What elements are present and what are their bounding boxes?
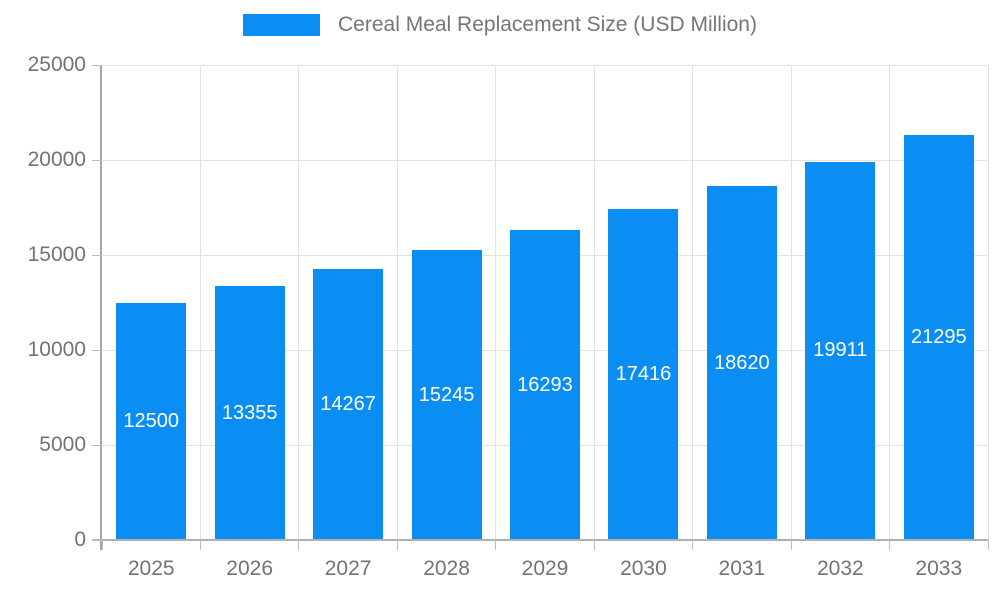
x-tick-mark: [889, 540, 891, 550]
x-tick-label: 2031: [718, 557, 766, 580]
bar-2026: 13355: [214, 286, 285, 540]
y-tick-label: 15000: [27, 243, 86, 266]
bar-value-label: 18620: [714, 351, 770, 374]
bar-2029: 16293: [510, 230, 580, 540]
bar-value-label: 16293: [517, 373, 573, 396]
bar-2028: 15245: [411, 250, 482, 540]
bar-value-label: 19911: [813, 339, 868, 362]
y-tick-mark: [92, 539, 102, 541]
legend[interactable]: Cereal Meal Replacement Size (USD Millio…: [0, 13, 1000, 37]
y-tick-label: 0: [74, 528, 86, 551]
bar-2030: 17416: [608, 209, 679, 540]
x-gridline: [987, 65, 989, 540]
x-tick-mark: [790, 540, 792, 550]
bar-value-label: 15245: [418, 383, 475, 406]
bar-value-label: 12500: [123, 409, 180, 432]
y-gridline: [102, 64, 988, 66]
y-tick-mark: [92, 254, 102, 256]
y-tick-label: 25000: [27, 53, 86, 76]
x-tick-mark: [495, 540, 497, 550]
bar-2025: 12500: [116, 302, 187, 540]
x-gridline: [790, 65, 792, 540]
x-gridline: [593, 65, 595, 540]
y-tick-mark: [92, 349, 102, 351]
y-tick-mark: [92, 159, 102, 161]
y-tick-label: 20000: [27, 148, 86, 171]
y-tick-mark: [92, 64, 102, 66]
bar-value-label: 21295: [910, 326, 967, 349]
x-tick-mark: [199, 540, 201, 550]
x-tick-mark: [396, 540, 398, 550]
x-tick-label: 2028: [423, 557, 470, 580]
y-axis-line: [100, 65, 102, 550]
x-gridline: [396, 65, 398, 540]
x-tick-mark: [298, 540, 300, 550]
legend-label: Cereal Meal Replacement Size (USD Millio…: [338, 13, 757, 36]
x-gridline: [889, 65, 891, 540]
y-gridline: [102, 159, 988, 161]
y-tick-label: 5000: [39, 433, 86, 456]
bar-2033: 21295: [903, 135, 974, 540]
x-tick-mark: [593, 540, 595, 550]
x-tick-label: 2030: [620, 557, 667, 580]
bar-2027: 14267: [313, 268, 384, 540]
x-tick-mark: [692, 540, 694, 550]
y-tick-label: 10000: [27, 338, 86, 361]
x-tick-label: 2025: [127, 557, 175, 580]
bar-2032: 19911: [805, 161, 876, 540]
x-tick-label: 2026: [226, 557, 274, 580]
bar-value-label: 14267: [320, 392, 376, 415]
x-tick-mark: [987, 540, 989, 550]
x-tick-label: 2032: [816, 557, 864, 580]
x-tick-label: 2033: [915, 557, 963, 580]
bar-2031: 18620: [706, 186, 777, 540]
bar-value-label: 13355: [221, 401, 278, 424]
x-gridline: [298, 65, 300, 540]
x-gridline: [692, 65, 694, 540]
x-gridline: [199, 65, 201, 540]
x-axis-line: [92, 539, 988, 541]
y-tick-mark: [92, 444, 102, 446]
x-tick-label: 2027: [324, 557, 372, 580]
x-tick-mark: [101, 540, 103, 550]
bar-value-label: 17416: [615, 363, 672, 386]
legend-swatch-icon: [243, 14, 320, 36]
x-gridline: [495, 65, 497, 540]
x-tick-label: 2029: [521, 557, 569, 580]
